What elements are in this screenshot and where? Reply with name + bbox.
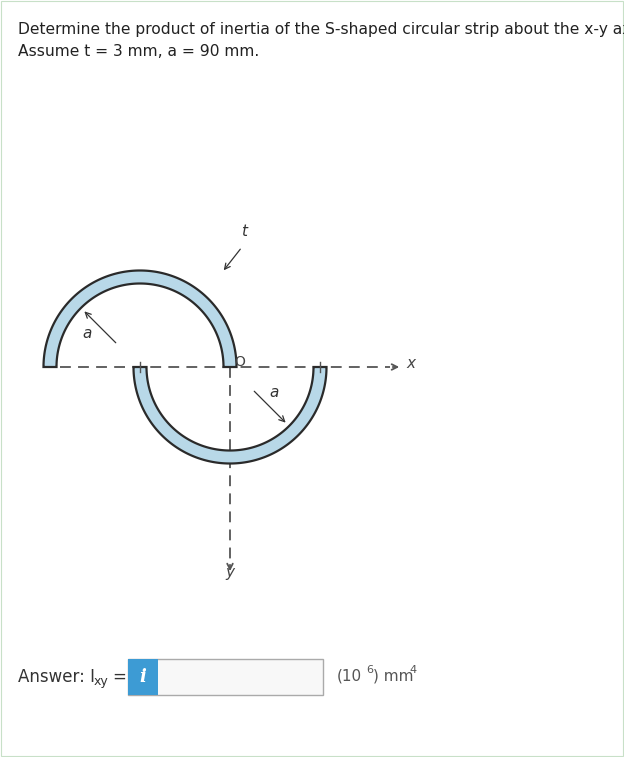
Text: a: a <box>269 385 278 400</box>
FancyBboxPatch shape <box>128 659 323 695</box>
Text: (10: (10 <box>337 668 362 684</box>
Text: =: = <box>112 668 126 686</box>
Text: xy: xy <box>94 675 109 689</box>
Text: y: y <box>225 565 235 580</box>
Polygon shape <box>134 367 326 463</box>
Text: Answer: I: Answer: I <box>18 668 95 686</box>
Text: i: i <box>140 668 147 686</box>
Polygon shape <box>44 270 236 367</box>
Text: 6: 6 <box>366 665 373 675</box>
Text: x: x <box>406 357 415 372</box>
Text: a: a <box>83 326 92 341</box>
Text: ) mm: ) mm <box>373 668 414 684</box>
Text: Assume t = 3 mm, a = 90 mm.: Assume t = 3 mm, a = 90 mm. <box>18 44 259 59</box>
Text: Determine the product of inertia of the S-shaped circular strip about the x-y ax: Determine the product of inertia of the … <box>18 22 624 37</box>
Text: O: O <box>234 355 245 369</box>
Text: t: t <box>241 224 247 239</box>
FancyBboxPatch shape <box>128 659 158 695</box>
Text: 4: 4 <box>409 665 416 675</box>
